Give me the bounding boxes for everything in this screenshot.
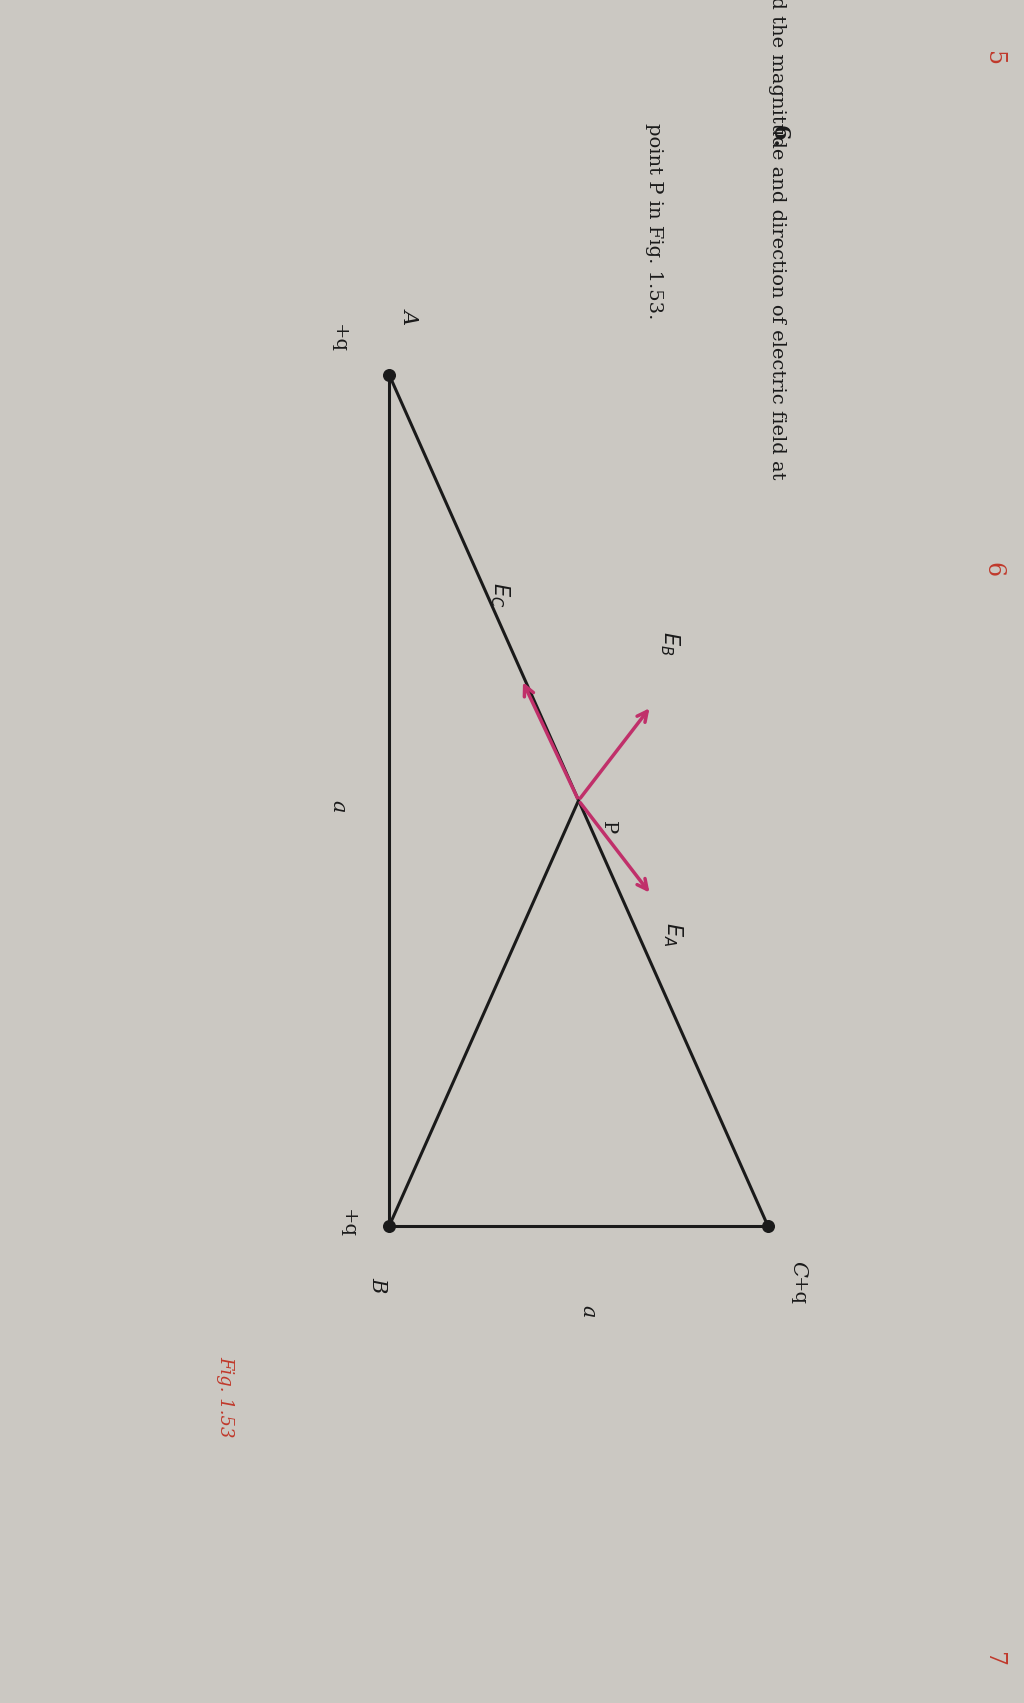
Text: +q: +q: [788, 1277, 807, 1306]
Text: Fig. 1.53: Fig. 1.53: [216, 1356, 234, 1437]
Point: [760, 1213, 776, 1240]
Text: B: B: [369, 1277, 388, 1293]
Text: $E_A$: $E_A$: [662, 921, 685, 945]
Text: +q: +q: [339, 1209, 357, 1238]
Text: point P in Fig. 1.53.: point P in Fig. 1.53.: [645, 123, 664, 320]
Text: 6.: 6.: [768, 124, 790, 148]
Text: 7: 7: [982, 1652, 1005, 1667]
Text: $E_C$: $E_C$: [488, 582, 512, 608]
Text: 6: 6: [982, 562, 1005, 577]
Text: Find the magnitude and direction of electric field at: Find the magnitude and direction of elec…: [768, 0, 786, 479]
Text: +q: +q: [330, 324, 348, 353]
Text: A: A: [400, 308, 420, 324]
Text: P: P: [599, 821, 617, 834]
Text: a: a: [329, 800, 347, 812]
Text: $E_B$: $E_B$: [658, 630, 682, 656]
Text: C: C: [788, 1262, 808, 1277]
Text: a: a: [579, 1304, 598, 1318]
Point: [381, 361, 397, 388]
Text: 5: 5: [982, 51, 1005, 66]
Point: [381, 1213, 397, 1240]
